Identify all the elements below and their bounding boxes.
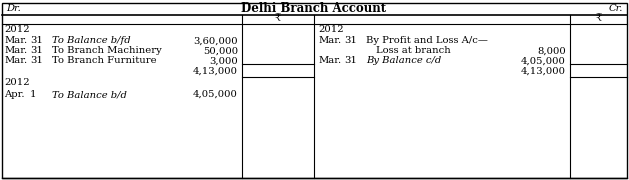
- Text: 31: 31: [344, 56, 357, 65]
- Text: Mar.: Mar.: [4, 46, 27, 55]
- Text: 4,13,000: 4,13,000: [521, 66, 566, 75]
- Text: 50,000: 50,000: [203, 46, 238, 55]
- Text: 2012: 2012: [4, 78, 30, 87]
- Text: 31: 31: [30, 36, 43, 45]
- Text: 3,000: 3,000: [209, 56, 238, 65]
- Text: 31: 31: [344, 36, 357, 45]
- Text: Delhi Branch Account: Delhi Branch Account: [242, 2, 387, 15]
- Text: Apr.: Apr.: [4, 90, 25, 99]
- Text: By Balance c/d: By Balance c/d: [366, 56, 442, 65]
- Text: 4,13,000: 4,13,000: [193, 66, 238, 75]
- Text: To Balance b/fd: To Balance b/fd: [52, 36, 131, 45]
- Text: 4,05,000: 4,05,000: [521, 56, 566, 65]
- Text: 31: 31: [30, 46, 43, 55]
- Text: 2012: 2012: [4, 25, 30, 34]
- Text: 1: 1: [30, 90, 36, 99]
- Text: ₹: ₹: [595, 15, 602, 24]
- Text: To Branch Furniture: To Branch Furniture: [52, 56, 157, 65]
- Text: Mar.: Mar.: [318, 36, 341, 45]
- Text: Mar.: Mar.: [318, 56, 341, 65]
- Text: Cr.: Cr.: [609, 4, 623, 13]
- Text: To Balance b/d: To Balance b/d: [52, 90, 127, 99]
- Text: 31: 31: [30, 56, 43, 65]
- Text: ₹: ₹: [275, 15, 281, 24]
- Text: 3,60,000: 3,60,000: [193, 36, 238, 45]
- Text: Mar.: Mar.: [4, 56, 27, 65]
- Text: Mar.: Mar.: [4, 36, 27, 45]
- Text: 4,05,000: 4,05,000: [193, 90, 238, 99]
- Text: Dr.: Dr.: [6, 4, 21, 13]
- Text: 2012: 2012: [318, 25, 343, 34]
- Text: Loss at branch: Loss at branch: [376, 46, 451, 55]
- Text: By Profit and Loss A/c—: By Profit and Loss A/c—: [366, 36, 488, 45]
- Text: 8,000: 8,000: [537, 46, 566, 55]
- Text: To Branch Machinery: To Branch Machinery: [52, 46, 162, 55]
